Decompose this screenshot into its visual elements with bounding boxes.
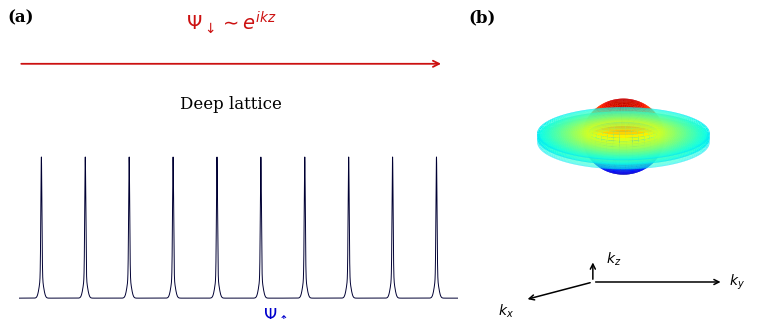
Text: $\Psi_{\uparrow}$: $\Psi_{\uparrow}$ xyxy=(263,306,288,319)
Text: $k_y$: $k_y$ xyxy=(729,272,744,292)
Text: $\Psi_{\downarrow} \sim e^{ikz}$: $\Psi_{\downarrow} \sim e^{ikz}$ xyxy=(186,10,277,36)
Text: (a): (a) xyxy=(7,10,33,26)
Text: $k_z$: $k_z$ xyxy=(606,251,622,268)
Text: $k_x$: $k_x$ xyxy=(498,302,514,319)
Text: Deep lattice: Deep lattice xyxy=(180,96,282,113)
Text: (b): (b) xyxy=(469,10,496,26)
